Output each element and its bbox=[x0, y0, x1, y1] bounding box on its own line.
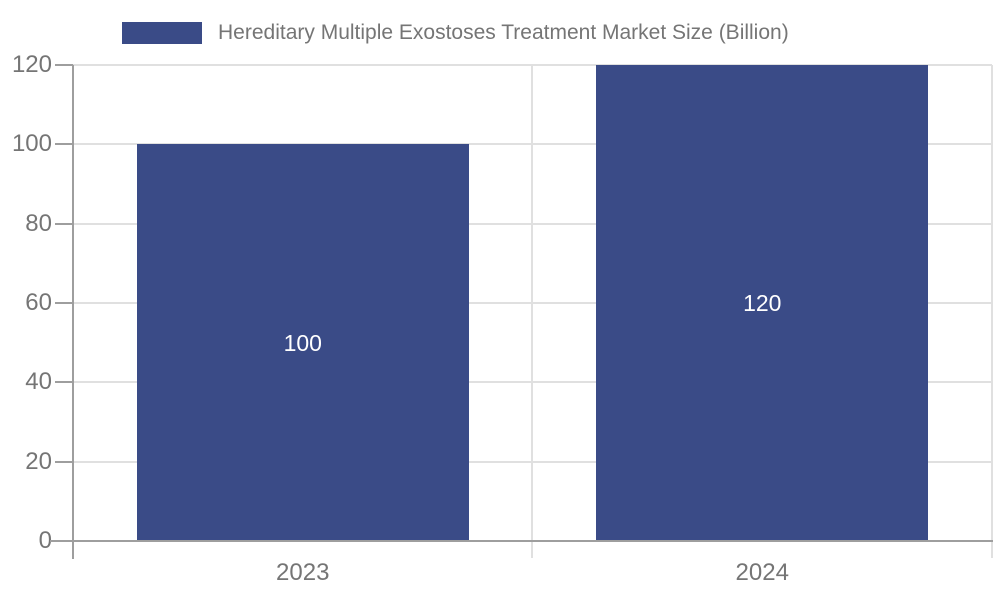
y-tick-label: 20 bbox=[25, 447, 52, 475]
y-tick-label: 40 bbox=[25, 368, 52, 396]
bar-value-label: 100 bbox=[283, 329, 322, 356]
legend-label: Hereditary Multiple Exostoses Treatment … bbox=[218, 21, 789, 44]
y-tick bbox=[55, 143, 73, 146]
bar-2023 bbox=[136, 144, 469, 541]
bar-value-label: 120 bbox=[743, 290, 782, 316]
x-axis-line bbox=[50, 540, 993, 542]
y-tick-label: 60 bbox=[25, 289, 52, 316]
legend: Hereditary Multiple Exostoses Treatment … bbox=[122, 21, 789, 45]
y-axis-line bbox=[72, 65, 74, 559]
y-tick bbox=[55, 302, 73, 304]
y-tick-label: 0 bbox=[38, 527, 52, 554]
category-boundary-gridline bbox=[531, 65, 533, 558]
y-tick bbox=[55, 64, 73, 66]
y-tick-label: 80 bbox=[25, 209, 52, 237]
category-boundary-gridline bbox=[990, 65, 993, 558]
x-axis-label-2023: 2023 bbox=[276, 559, 330, 586]
y-tick bbox=[55, 460, 73, 463]
y-tick bbox=[55, 381, 73, 384]
y-tick bbox=[55, 222, 73, 225]
x-axis-label-2024: 2024 bbox=[735, 559, 789, 586]
legend-swatch bbox=[122, 22, 202, 44]
bar-2024 bbox=[596, 65, 929, 541]
y-tick-label: 100 bbox=[11, 130, 52, 158]
y-tick-label: 120 bbox=[11, 51, 52, 78]
